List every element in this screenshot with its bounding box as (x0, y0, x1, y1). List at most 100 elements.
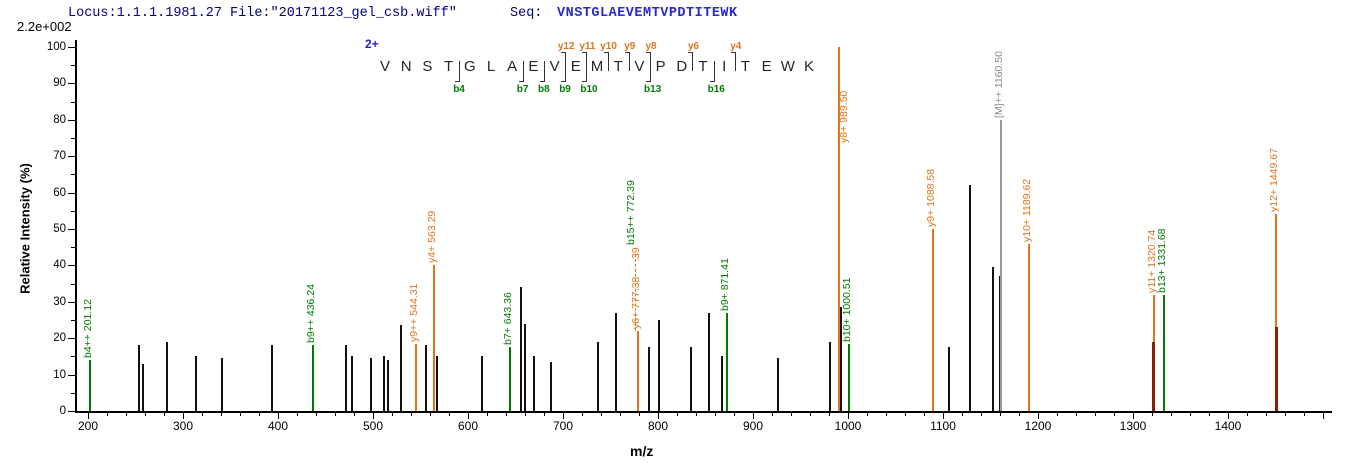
peak-label: b9+ 871.41 (718, 257, 731, 311)
peak-label: [M]++ 1160.50 (993, 50, 1006, 118)
x-major-tick (848, 412, 849, 419)
y-minor-tick (71, 101, 75, 103)
peak-line (520, 287, 523, 411)
residue-letter: M (590, 58, 604, 75)
peak-line (690, 347, 693, 411)
y-minor-tick (71, 65, 75, 67)
x-minor-tick (639, 412, 640, 416)
x-minor-tick (905, 412, 906, 416)
x-tick-label: 900 (742, 419, 764, 433)
peak-line (658, 320, 660, 411)
fragment-cut-mark (586, 52, 588, 82)
x-minor-tick (1266, 412, 1267, 416)
x-minor-tick (107, 412, 108, 416)
y-ion-tag: y8 (645, 41, 657, 52)
annotated-peak-line (725, 312, 728, 411)
y-minor-tick (71, 392, 75, 394)
peak-line (271, 345, 274, 411)
annotated-peak-line (838, 47, 841, 411)
x-minor-tick (829, 412, 830, 416)
peak-line (435, 356, 438, 411)
fragment-cut-foot-top (603, 52, 608, 53)
x-minor-tick (1076, 412, 1077, 416)
peak-label: b4++ 201.12 (82, 299, 95, 359)
annotated-peak-line (312, 345, 315, 411)
y-major-tick (68, 156, 75, 158)
y-ion-tag: y10 (600, 41, 617, 52)
fragment-cut-foot-bottom (582, 81, 587, 82)
x-major-tick (1133, 412, 1134, 419)
x-minor-tick (981, 412, 982, 416)
peak-line (720, 356, 723, 411)
residue-letter: K (803, 58, 814, 75)
x-minor-tick (1247, 412, 1248, 416)
residue-letter: T (613, 58, 623, 75)
residue-letter: D (676, 58, 688, 75)
x-minor-tick (1285, 412, 1286, 416)
fragment-cut-mark (713, 61, 715, 82)
x-major-tick (183, 412, 184, 419)
peak-line (615, 312, 618, 411)
peak-label: b15++ 772.39 (624, 180, 637, 246)
fragment-cut-foot-bottom (455, 81, 460, 82)
y-tick-label: 0 (59, 405, 66, 417)
annotated-peak-line (932, 229, 935, 411)
peak-label: y8+ 989.50 (838, 91, 851, 144)
x-minor-tick (715, 412, 716, 416)
peak-line (998, 276, 1001, 411)
peak-label: b7+ 643.36 (502, 292, 515, 346)
x-tick-label: 700 (552, 419, 574, 433)
x-minor-tick (297, 412, 298, 416)
annotated-peak-line (509, 347, 512, 411)
seq-label: Seq: (510, 6, 543, 21)
y-tick-label: 70 (53, 150, 66, 163)
x-minor-tick (259, 412, 260, 416)
b-ion-tag: b9 (559, 84, 571, 95)
y-tick-label: 90 (53, 77, 66, 90)
x-minor-tick (164, 412, 165, 416)
x-major-tick (563, 412, 564, 419)
x-major-tick (658, 412, 659, 419)
peak-line (221, 358, 223, 411)
y-major-tick (68, 301, 75, 303)
peak-label: b9++ 436.24 (305, 284, 318, 344)
peak-line (829, 341, 831, 411)
fragment-cut-foot-top (561, 52, 566, 53)
b-ion-tag: b16 (707, 84, 725, 95)
y-minor-tick (71, 283, 75, 285)
y-minor-tick (71, 210, 75, 212)
y-minor-tick (71, 247, 75, 249)
fragment-cut-mark (544, 61, 545, 82)
x-axis-line (75, 411, 1332, 413)
x-tick-label: 1000 (834, 419, 862, 433)
x-tick-label: 1200 (1024, 419, 1052, 433)
x-minor-tick (354, 412, 355, 416)
y-tick-label: 100 (46, 41, 66, 53)
fragment-cut-mark (565, 52, 567, 82)
x-minor-tick (335, 412, 336, 416)
peak-line (549, 361, 552, 411)
x-minor-tick (791, 412, 792, 416)
fragment-cut-mark (459, 61, 461, 82)
peak-line (138, 345, 141, 411)
x-minor-tick (487, 412, 488, 416)
y-major-tick (68, 411, 75, 412)
x-minor-tick (1190, 412, 1191, 416)
x-minor-tick (1209, 412, 1210, 416)
x-major-tick (753, 412, 754, 419)
x-minor-tick (1304, 412, 1305, 416)
residue-letter: N (400, 58, 412, 75)
y-major-tick (68, 83, 75, 85)
x-major-tick (1038, 412, 1039, 419)
x-minor-tick (677, 412, 678, 416)
residue-letter: E (761, 58, 772, 75)
peak-line (708, 312, 711, 411)
peak-line (370, 358, 373, 411)
y-tick-label: 10 (53, 368, 66, 381)
y-major-tick (68, 265, 75, 267)
x-minor-tick (145, 412, 146, 416)
x-minor-tick (544, 412, 545, 416)
x-minor-tick (221, 412, 222, 416)
b-ion-tag: b8 (538, 84, 550, 95)
